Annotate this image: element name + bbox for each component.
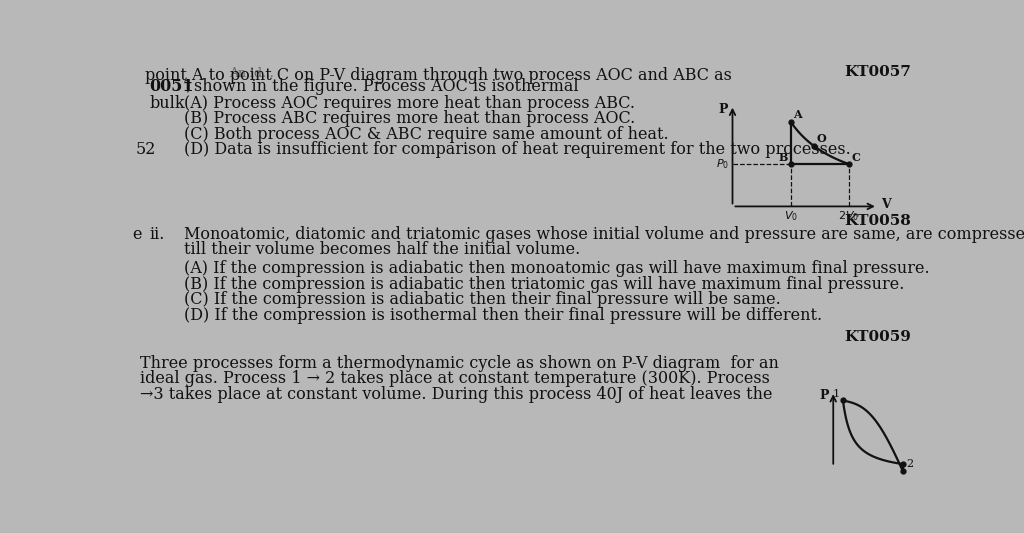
Text: (B) Process ABC requires more heat than process AOC.: (B) Process ABC requires more heat than … bbox=[183, 110, 635, 127]
Text: 2: 2 bbox=[906, 459, 913, 469]
Text: KT0057: KT0057 bbox=[844, 66, 910, 79]
Text: (C) If the compression is adiabatic then their final pressure will be same.: (C) If the compression is adiabatic then… bbox=[183, 291, 780, 308]
Text: (A) Process AOC requires more heat than process ABC.: (A) Process AOC requires more heat than … bbox=[183, 95, 635, 112]
Text: KT0058: KT0058 bbox=[844, 214, 910, 228]
Text: $V_0$: $V_0$ bbox=[783, 209, 798, 223]
Text: →3 takes place at constant volume. During this process 40J of heat leaves the: →3 takes place at constant volume. Durin… bbox=[139, 386, 772, 403]
Text: (D) Data is insufficient for comparison of heat requirement for the two processe: (D) Data is insufficient for comparison … bbox=[183, 141, 851, 158]
Text: A: A bbox=[793, 109, 802, 120]
Text: e: e bbox=[132, 225, 141, 243]
Text: $P_0$: $P_0$ bbox=[716, 157, 729, 171]
Text: 1: 1 bbox=[833, 389, 840, 399]
Text: An id...: An id... bbox=[228, 67, 273, 80]
Text: KT0059: KT0059 bbox=[844, 329, 910, 344]
Text: ideal gas. Process 1 → 2 takes place at constant temperature (300K). Process: ideal gas. Process 1 → 2 takes place at … bbox=[139, 370, 769, 387]
Text: 0051: 0051 bbox=[150, 78, 195, 95]
Text: (C) Both process AOC & ABC require same amount of heat.: (C) Both process AOC & ABC require same … bbox=[183, 126, 669, 142]
Text: P: P bbox=[719, 103, 728, 116]
Text: B: B bbox=[779, 152, 788, 163]
Text: †: † bbox=[183, 78, 191, 95]
Text: O: O bbox=[817, 133, 826, 144]
Text: ii.: ii. bbox=[150, 225, 165, 243]
Text: shown in the figure. Process AOC is isothermal: shown in the figure. Process AOC is isot… bbox=[194, 78, 579, 95]
Text: C: C bbox=[851, 152, 860, 163]
Text: point A to point C on P-V diagram through two process AOC and ABC as: point A to point C on P-V diagram throug… bbox=[144, 67, 731, 84]
Text: 52: 52 bbox=[136, 141, 156, 158]
Text: (B) If the compression is adiabatic then triatomic gas will have maximum final p: (B) If the compression is adiabatic then… bbox=[183, 276, 904, 293]
Text: $2V_0$: $2V_0$ bbox=[839, 209, 859, 223]
Text: P: P bbox=[820, 390, 829, 402]
Text: Three processes form a thermodynamic cycle as shown on P-V diagram  for an: Three processes form a thermodynamic cyc… bbox=[139, 355, 778, 372]
Text: till their volume becomes half the initial volume.: till their volume becomes half the initi… bbox=[183, 241, 580, 258]
Text: V: V bbox=[881, 198, 891, 211]
Text: bulk: bulk bbox=[150, 95, 185, 112]
Text: (A) If the compression is adiabatic then monoatomic gas will have maximum final : (A) If the compression is adiabatic then… bbox=[183, 260, 930, 277]
Text: Monoatomic, diatomic and triatomic gases whose initial volume and pressure are s: Monoatomic, diatomic and triatomic gases… bbox=[183, 225, 1024, 243]
Text: (D) If the compression is isothermal then their final pressure will be different: (D) If the compression is isothermal the… bbox=[183, 306, 822, 324]
